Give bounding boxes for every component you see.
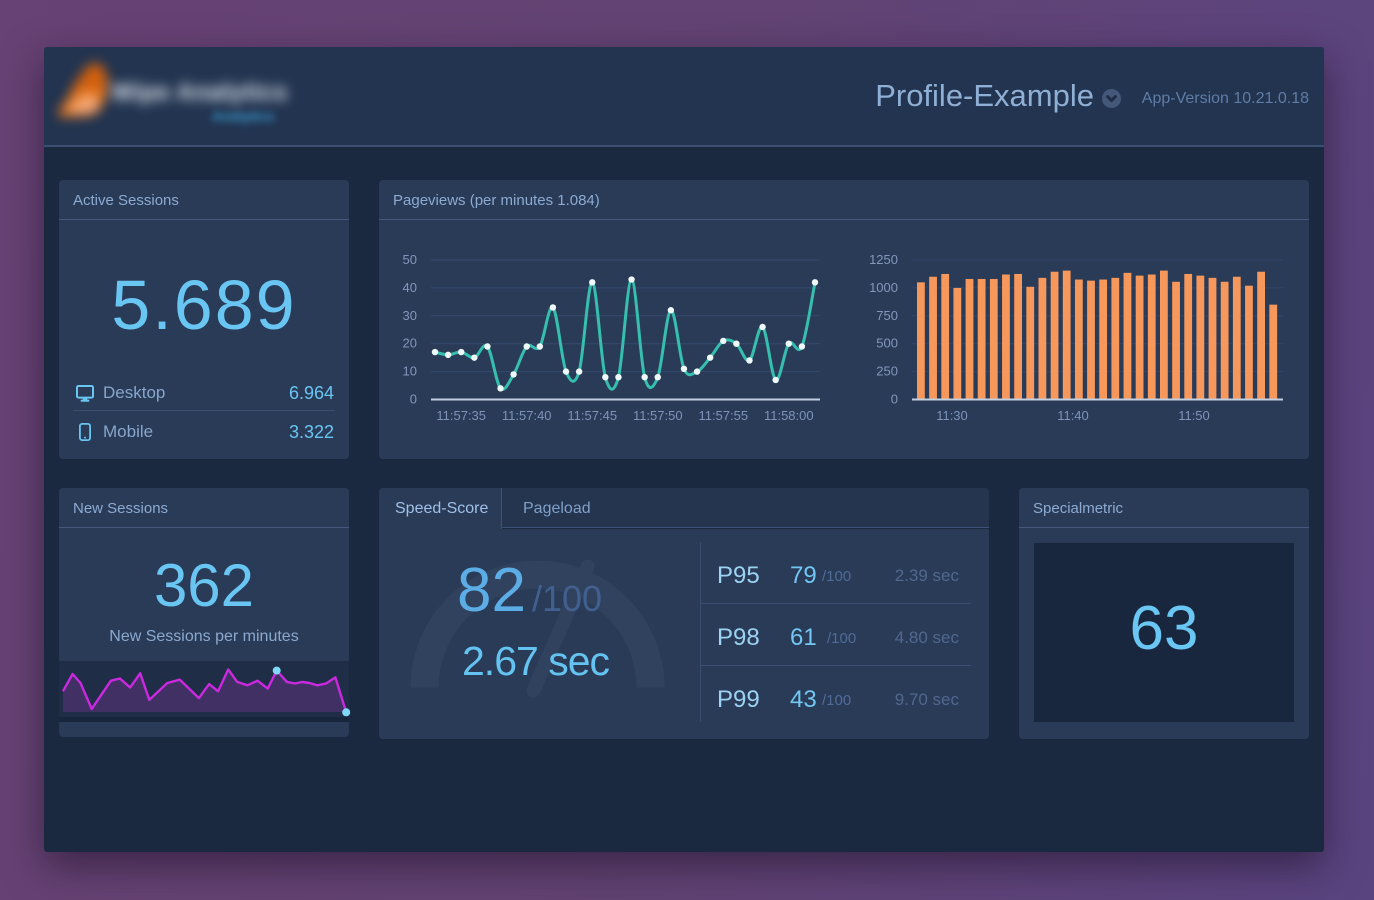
svg-text:11:57:35: 11:57:35 bbox=[436, 408, 486, 423]
svg-text:1000: 1000 bbox=[869, 280, 898, 295]
svg-text:11:57:50: 11:57:50 bbox=[633, 408, 683, 423]
svg-text:11:40: 11:40 bbox=[1057, 408, 1089, 423]
svg-text:40: 40 bbox=[403, 280, 417, 295]
svg-text:10: 10 bbox=[403, 364, 417, 379]
svg-text:500: 500 bbox=[876, 336, 898, 351]
svg-text:50: 50 bbox=[403, 252, 417, 267]
svg-text:11:58:00: 11:58:00 bbox=[764, 408, 814, 423]
svg-text:11:57:45: 11:57:45 bbox=[567, 408, 617, 423]
svg-text:0: 0 bbox=[410, 392, 417, 407]
svg-text:1250: 1250 bbox=[869, 252, 898, 267]
svg-text:11:30: 11:30 bbox=[936, 408, 968, 423]
svg-text:11:57:40: 11:57:40 bbox=[502, 408, 552, 423]
svg-text:30: 30 bbox=[403, 308, 417, 323]
svg-text:750: 750 bbox=[876, 308, 898, 323]
svg-text:11:50: 11:50 bbox=[1178, 408, 1210, 423]
svg-text:20: 20 bbox=[403, 336, 417, 351]
svg-text:11:57:55: 11:57:55 bbox=[698, 408, 748, 423]
svg-text:0: 0 bbox=[891, 392, 898, 407]
svg-text:250: 250 bbox=[876, 364, 898, 379]
